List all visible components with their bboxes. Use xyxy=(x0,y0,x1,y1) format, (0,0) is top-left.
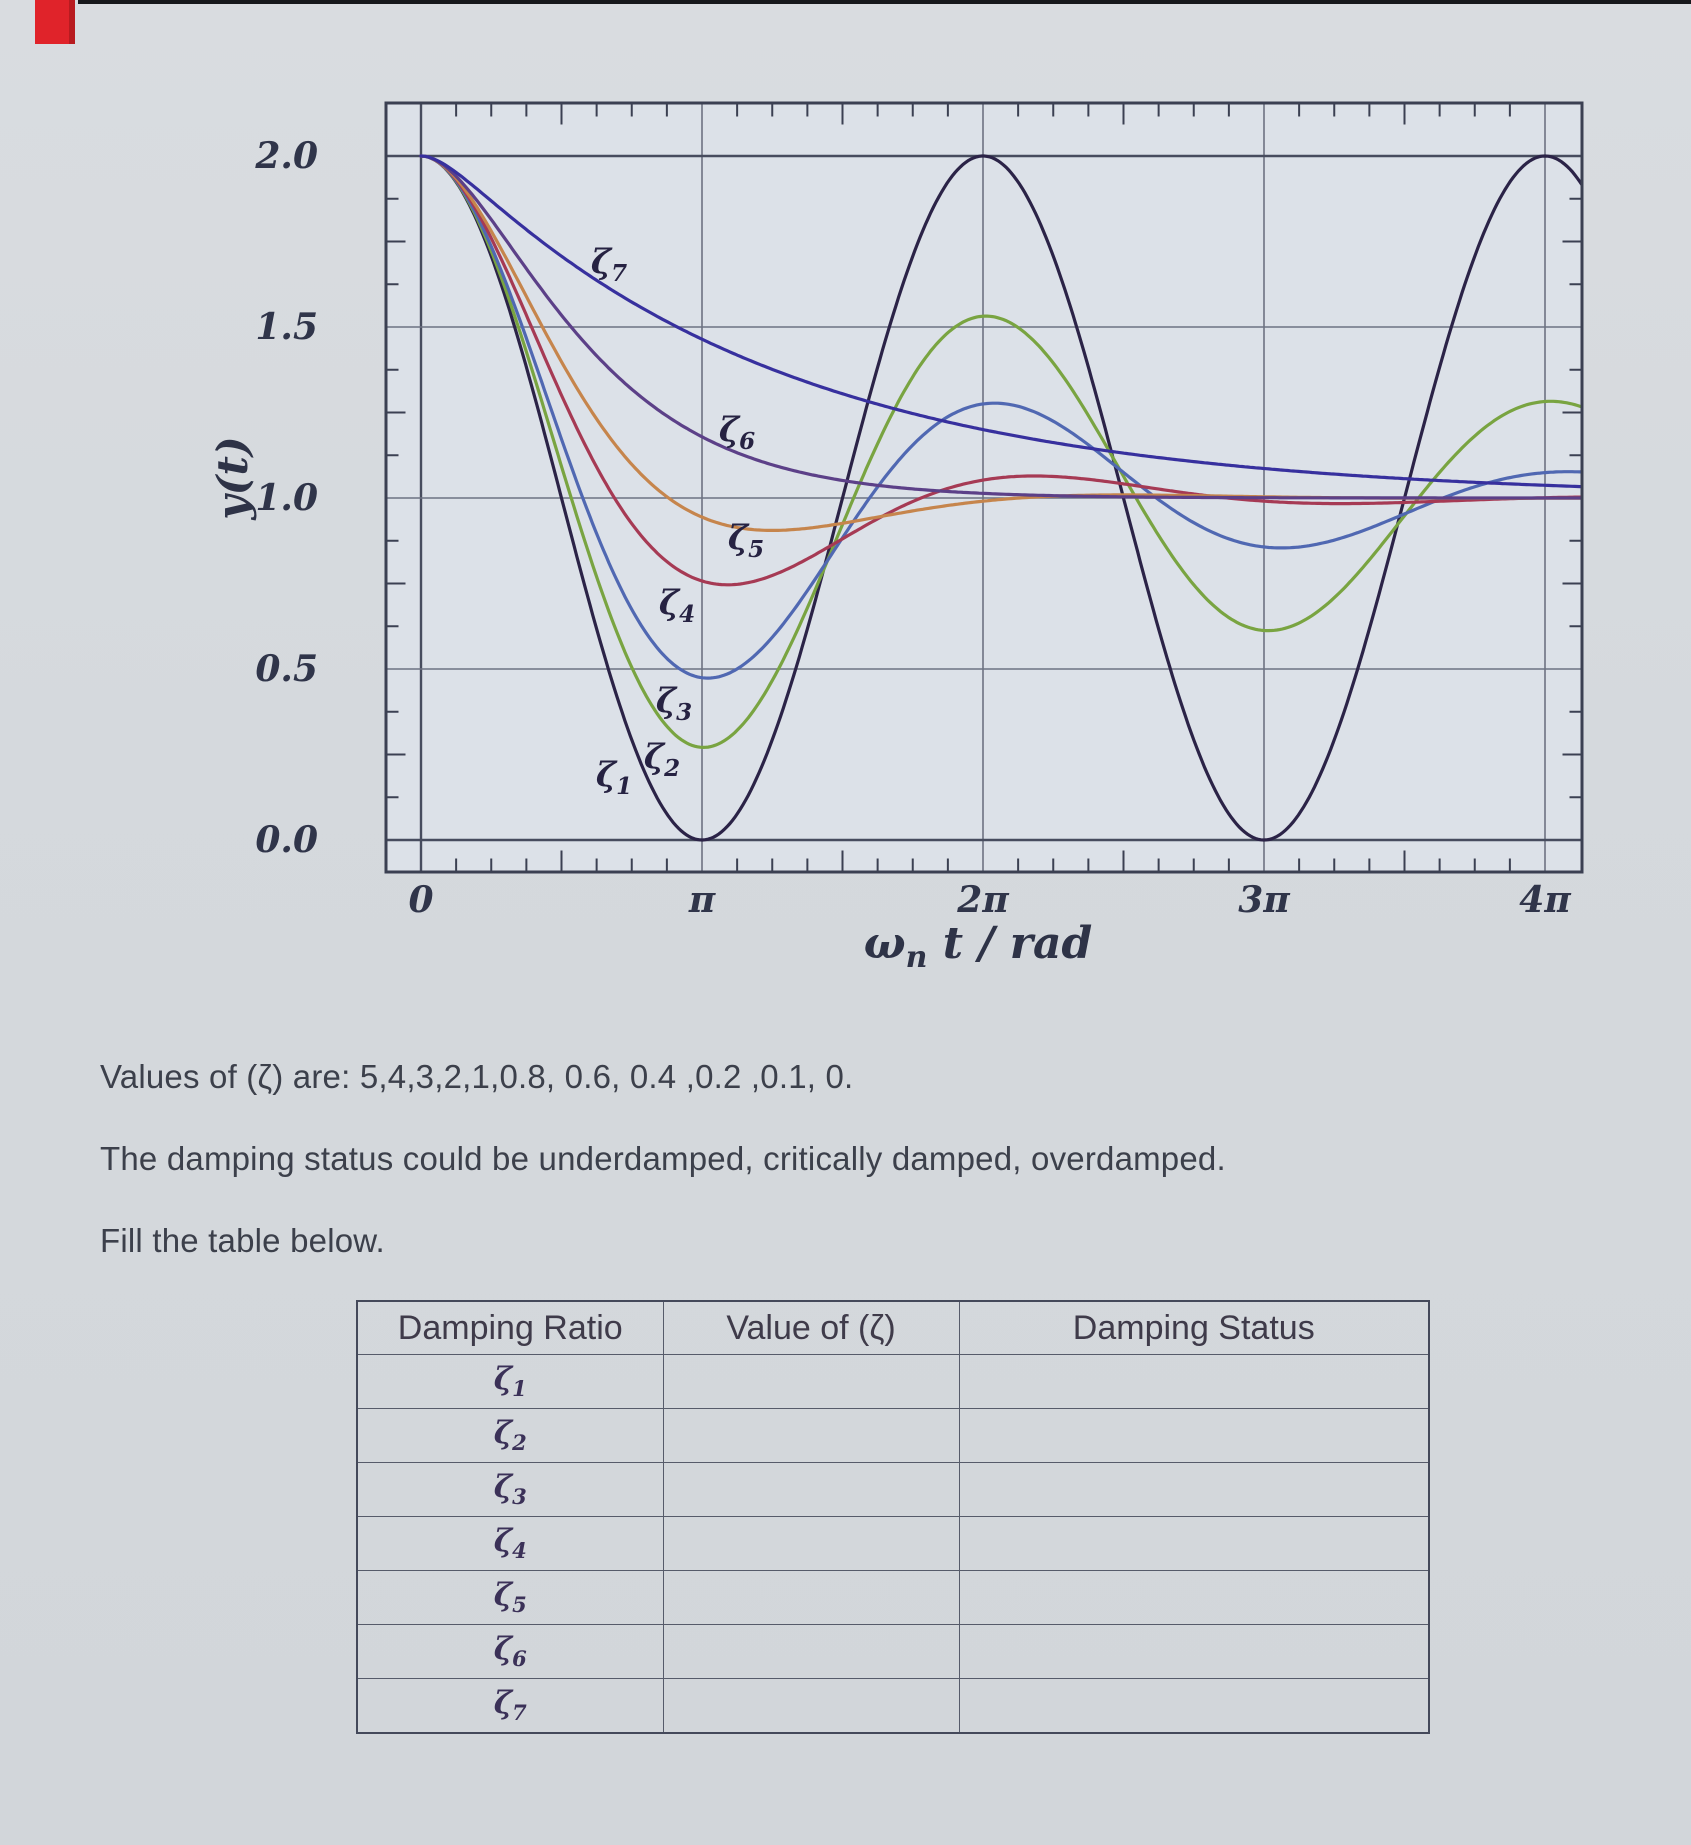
header-damping-status: Damping Status xyxy=(958,1300,1430,1355)
damping-ratio-cell: ζ5 xyxy=(356,1570,664,1625)
curve-label-ζ5: ζ5 xyxy=(728,518,764,563)
curve-label-ζ7: ζ7 xyxy=(591,242,627,287)
value-of-zeta-cell xyxy=(662,1408,960,1463)
y-tick-label: 2.0 xyxy=(254,135,318,177)
zeta-symbol: ζ6 xyxy=(493,1630,527,1672)
damping-ratio-cell: ζ3 xyxy=(356,1462,664,1517)
table-row: ζ4 xyxy=(356,1516,1430,1571)
y-axis-title: y(t) xyxy=(208,436,257,521)
zeta-symbol: ζ3 xyxy=(493,1468,527,1510)
zeta-symbol: ζ1 xyxy=(493,1360,527,1402)
header-damping-ratio: Damping Ratio xyxy=(356,1300,664,1355)
table-header-row: Damping Ratio Value of (ζ) Damping Statu… xyxy=(356,1300,1430,1355)
curve-ζ4 xyxy=(419,154,1582,587)
header-value-of-zeta: Value of (ζ) xyxy=(662,1300,960,1355)
value-of-zeta-cell xyxy=(662,1570,960,1625)
step-response-chart: ζ1 ζ2 ζ3 ζ4 ζ5 ζ6 ζ7 2.0 1.5 1.0 0.5 0.0 0 π 2π 3π 4π y(t… xyxy=(208,101,1584,975)
x-tick-label: 4π xyxy=(1519,879,1571,921)
damping-status-cell xyxy=(958,1408,1430,1463)
x-tick-label: 3π xyxy=(1238,879,1290,921)
curve-label-ζ4: ζ4 xyxy=(659,583,695,628)
value-of-zeta-cell xyxy=(662,1354,960,1409)
y-tick-label: 0.5 xyxy=(255,648,318,690)
zeta-symbol: ζ2 xyxy=(493,1414,527,1456)
curve-label-ζ1: ζ1 xyxy=(596,755,632,800)
zeta-symbol: ζ5 xyxy=(493,1576,527,1618)
x-tick-label: 0 xyxy=(408,879,433,921)
table-row: ζ2 xyxy=(356,1408,1430,1463)
table-row: ζ3 xyxy=(356,1462,1430,1517)
curve-label-ζ3: ζ3 xyxy=(656,681,692,726)
damping-ratio-cell: ζ2 xyxy=(356,1408,664,1463)
curve-ζ6 xyxy=(419,154,1582,500)
damping-status-cell xyxy=(958,1570,1430,1625)
table-row: ζ7 xyxy=(356,1678,1430,1734)
x-tick-label: 2π xyxy=(956,879,1009,921)
screen-edge-strip xyxy=(78,0,1691,4)
damping-status-cell xyxy=(958,1516,1430,1571)
damping-status-cell xyxy=(958,1462,1430,1517)
value-of-zeta-cell xyxy=(662,1516,960,1571)
table-row: ζ5 xyxy=(356,1570,1430,1625)
y-tick-label: 1.5 xyxy=(255,306,318,348)
value-of-zeta-cell xyxy=(662,1624,960,1679)
curve-ζ1 xyxy=(419,154,1582,842)
damping-ratio-cell: ζ6 xyxy=(356,1624,664,1679)
damping-status-cell xyxy=(958,1678,1430,1734)
curve-label-ζ2: ζ2 xyxy=(644,737,680,782)
plot-area xyxy=(386,103,1582,872)
x-axis-title: ωn t / rad xyxy=(864,918,1093,975)
curve-label-ζ6: ζ6 xyxy=(719,410,755,455)
damping-table: Damping Ratio Value of (ζ) Damping Statu… xyxy=(356,1300,1430,1734)
damping-status-text: The damping status could be underdamped,… xyxy=(100,1140,1226,1177)
damping-status-cell xyxy=(958,1624,1430,1679)
zeta-symbol: ζ7 xyxy=(493,1684,527,1726)
damping-ratio-cell: ζ1 xyxy=(356,1354,664,1409)
value-of-zeta-cell xyxy=(662,1678,960,1734)
x-tick-label: π xyxy=(688,879,716,921)
y-tick-label: 1.0 xyxy=(255,477,318,519)
curve-ζ3 xyxy=(419,154,1582,680)
table-row: ζ1 xyxy=(356,1354,1430,1409)
y-tick-label: 0.0 xyxy=(255,819,318,861)
fill-table-instruction: Fill the table below. xyxy=(100,1222,385,1259)
curve-ζ2 xyxy=(419,154,1582,750)
plot-frame xyxy=(384,101,1584,874)
zeta-symbol: ζ4 xyxy=(493,1522,527,1564)
damping-ratio-cell: ζ7 xyxy=(356,1678,664,1734)
red-marker-icon xyxy=(35,0,75,44)
damping-ratio-cell: ζ4 xyxy=(356,1516,664,1571)
zeta-values-text: Values of (ζ) are: 5,4,3,2,1,0.8, 0.6, 0… xyxy=(100,1058,854,1095)
curve-ζ7 xyxy=(419,154,1582,489)
value-of-zeta-cell xyxy=(662,1462,960,1517)
damping-status-cell xyxy=(958,1354,1430,1409)
table-row: ζ6 xyxy=(356,1624,1430,1679)
